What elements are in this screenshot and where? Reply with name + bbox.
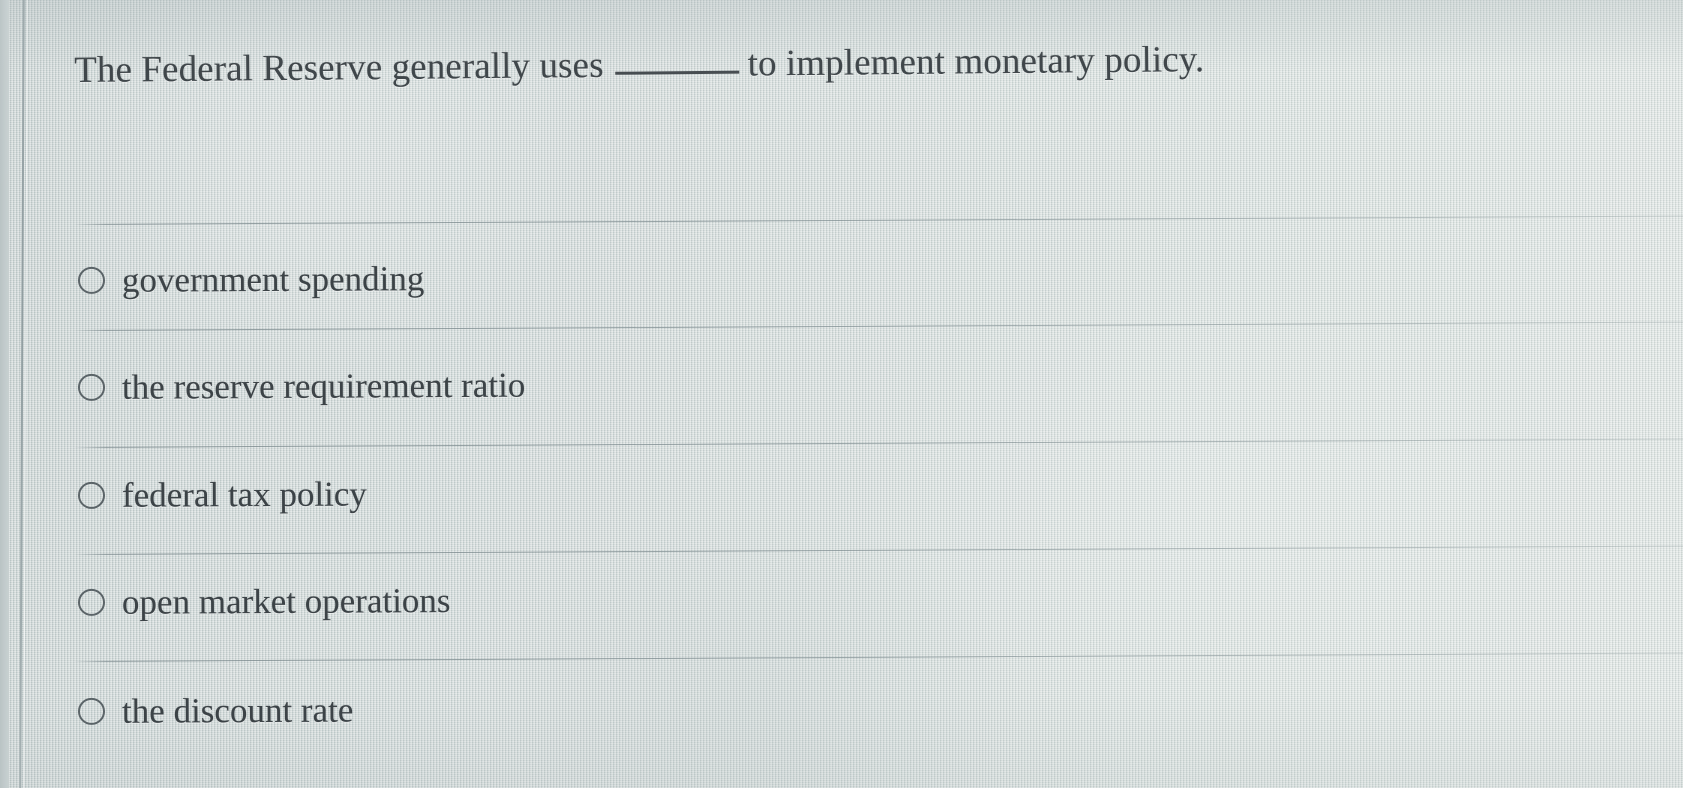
answer-blank-line [615,48,740,75]
option-reserve-requirement-ratio[interactable]: the reserve requirement ratio [77,365,526,407]
question-text-before-blank: The Federal Reserve generally uses [74,44,604,91]
option-label: the reserve requirement ratio [121,365,526,407]
radio-button-icon[interactable] [77,588,106,616]
radio-button-icon[interactable] [77,266,106,294]
question-prompt: The Federal Reserve generally uses to imp… [74,34,1534,94]
option-federal-tax-policy[interactable]: federal tax policy [77,474,367,515]
option-label: open market operations [121,581,451,622]
divider-1 [73,215,1683,225]
option-label: government spending [121,259,425,300]
left-frame-edge [0,0,9,788]
option-discount-rate[interactable]: the discount rate [77,690,354,731]
question-text-after-blank: to implement monetary policy. [747,39,1205,85]
radio-button-icon[interactable] [77,373,106,401]
option-label: federal tax policy [121,474,367,515]
option-label: the discount rate [121,690,354,731]
option-government-spending[interactable]: government spending [77,259,425,300]
divider-2 [73,321,1683,331]
divider-5 [73,652,1683,662]
divider-4 [73,545,1683,555]
option-open-market-operations[interactable]: open market operations [77,581,451,622]
radio-button-icon[interactable] [77,481,106,509]
radio-button-icon[interactable] [77,697,106,725]
divider-3 [73,438,1683,448]
